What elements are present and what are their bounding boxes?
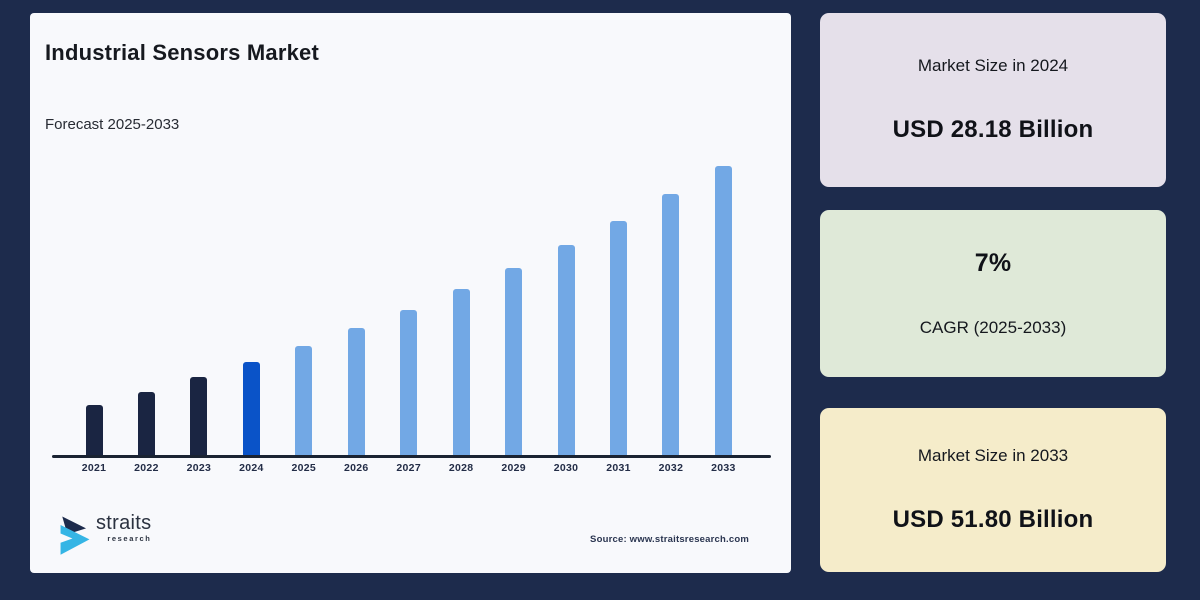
- bar-2031: [610, 221, 627, 455]
- bar-2029: [505, 268, 523, 455]
- chart-subtitle: Forecast 2025-2033: [45, 116, 180, 133]
- bar-2028: [452, 289, 470, 455]
- cagr-card: 7% CAGR (2025-2033): [820, 210, 1166, 377]
- x-tick-2022: 2022: [134, 462, 159, 474]
- market-size-2024-card: Market Size in 2024 USD 28.18 Billion: [820, 13, 1166, 187]
- x-tick-2030: 2030: [553, 462, 579, 474]
- x-tick-2033: 2033: [711, 462, 736, 474]
- source-text: Source: www.straitsresearch.com: [590, 534, 749, 545]
- cagr-label: CAGR (2025-2033): [919, 318, 1067, 337]
- bar-2026: [347, 328, 365, 455]
- x-tick-2021: 2021: [81, 462, 107, 474]
- x-tick-2024: 2024: [239, 462, 264, 474]
- market-size-2024-label: Market Size in 2024: [917, 56, 1069, 75]
- x-axis-line: [52, 455, 771, 458]
- bar-2023: [190, 377, 208, 455]
- market-size-2024-value: USD 28.18 Billion: [892, 116, 1094, 143]
- straits-logo-text: straits research: [96, 513, 151, 543]
- x-tick-2032: 2032: [658, 462, 684, 474]
- bar-2025: [295, 346, 313, 455]
- straits-logo-icon: [60, 516, 90, 555]
- market-size-2033-label: Market Size in 2033: [917, 446, 1069, 465]
- x-tick-2029: 2029: [501, 462, 526, 474]
- x-tick-2031: 2031: [606, 462, 631, 474]
- cagr-value: 7%: [974, 249, 1012, 277]
- logo-subname: research: [107, 534, 152, 543]
- page-title: Industrial Sensors Market: [45, 40, 319, 65]
- bar-chart: 2021 2022 2023 2024 2025 2026 2027 2028 2029 2030…: [30, 13, 791, 573]
- bar-2024: [242, 362, 260, 455]
- logo-name: straits: [96, 512, 152, 534]
- bar-2022: [137, 392, 155, 455]
- x-tick-2027: 2027: [396, 462, 421, 474]
- chart-panel: Industrial Sensors Market Forecast 2025-…: [30, 13, 791, 573]
- market-size-2033-value: USD 51.80 Billion: [892, 506, 1094, 533]
- x-tick-2023: 2023: [186, 462, 212, 474]
- x-tick-2026: 2026: [343, 462, 369, 474]
- straits-logo: straits research: [58, 513, 151, 559]
- bar-2033: [714, 166, 732, 455]
- bar-2030: [557, 245, 575, 455]
- x-tick-2025: 2025: [291, 462, 317, 474]
- market-size-2033-card: Market Size in 2033 USD 51.80 Billion: [820, 408, 1166, 572]
- bar-2021: [85, 405, 103, 455]
- x-tick-2028: 2028: [448, 462, 474, 474]
- bar-2032: [662, 194, 680, 455]
- bar-2027: [400, 310, 418, 455]
